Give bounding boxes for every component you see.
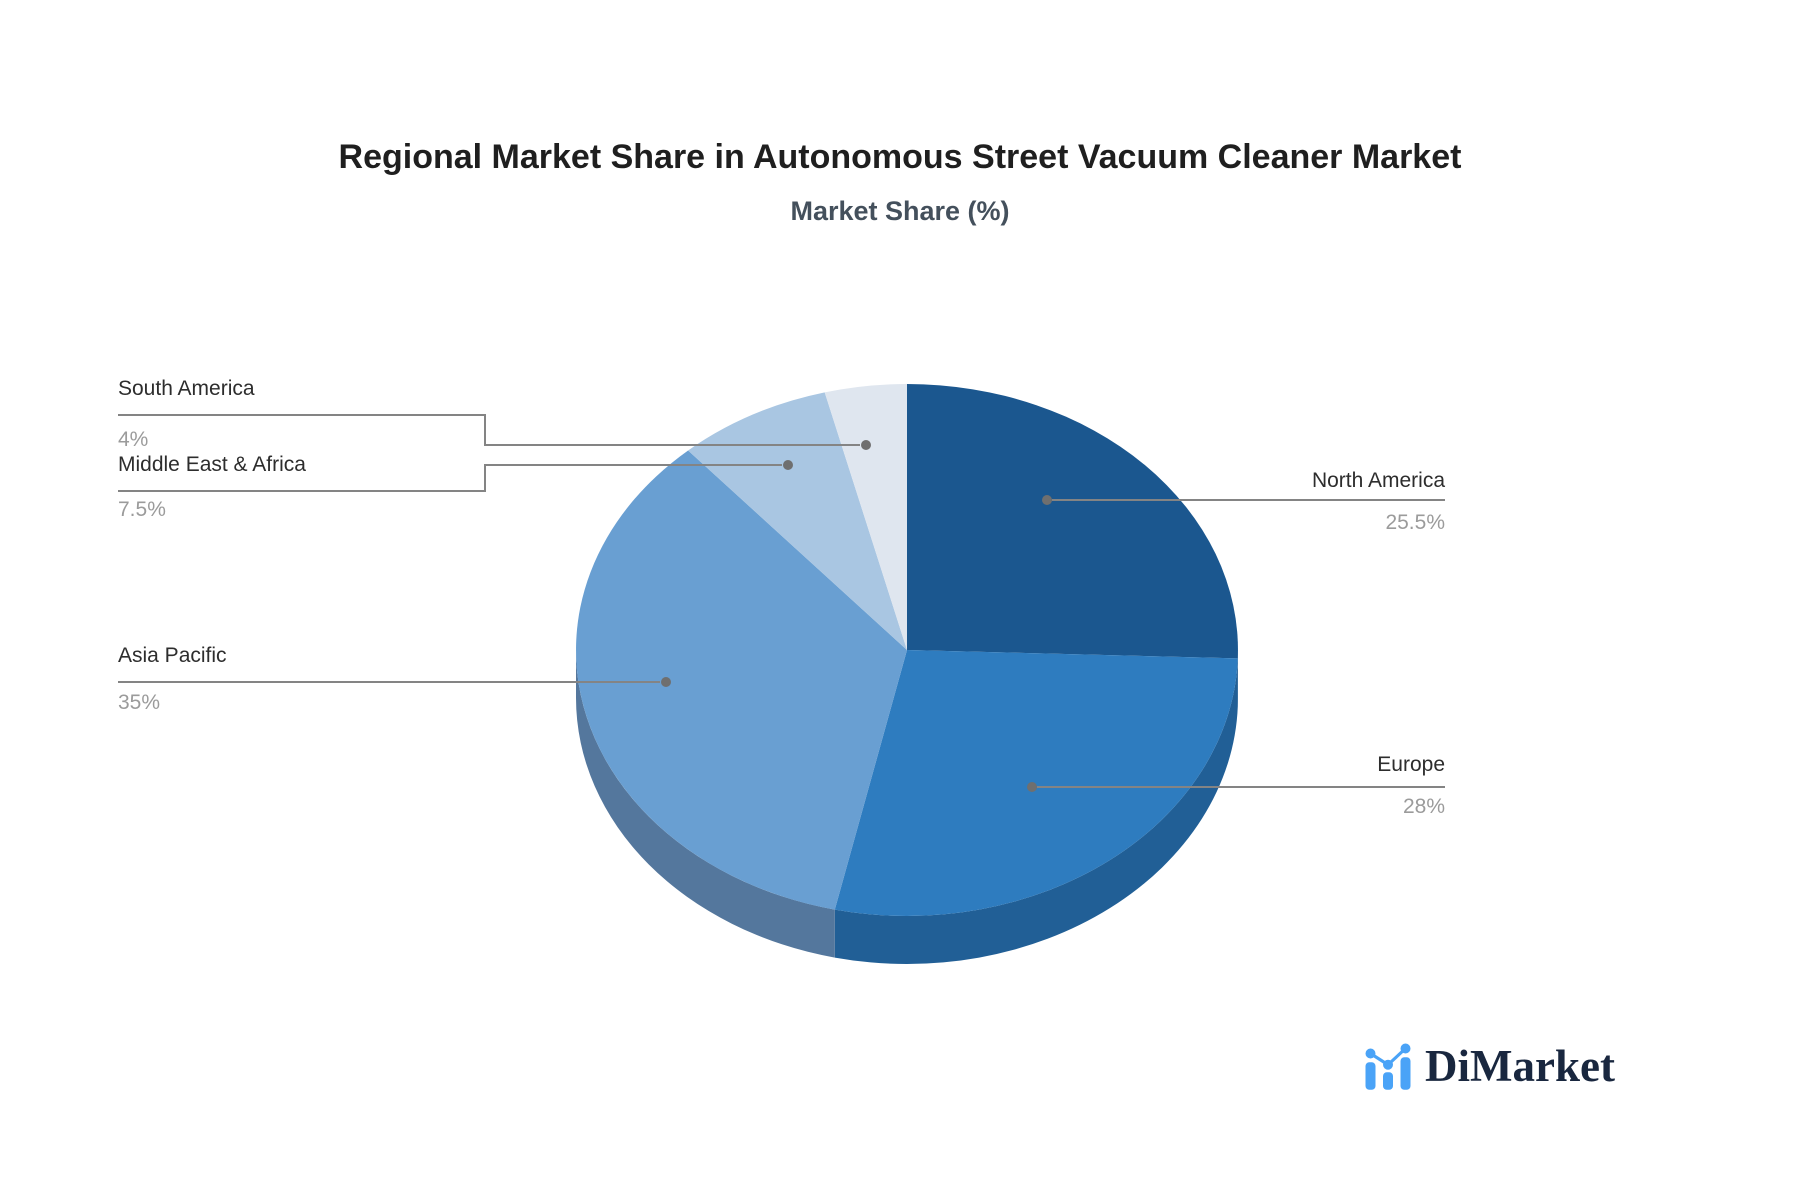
callout-label: North America xyxy=(1311,469,1445,492)
pie-slice-middle-east-africa[interactable] xyxy=(688,392,907,650)
pie-slice-south-america[interactable] xyxy=(824,384,907,650)
callout-anchor-dot-south-america xyxy=(861,440,871,450)
chart-title: Regional Market Share in Autonomous Stre… xyxy=(338,138,1462,176)
callout-percent: 35% xyxy=(118,691,161,714)
bar-chart-trend-icon xyxy=(1365,1043,1411,1090)
dimarket-logo: DiMarket xyxy=(1363,1041,1615,1091)
callout-percent: 25.5% xyxy=(1385,511,1445,534)
callout-asia-pacific: Asia Pacific 35% xyxy=(118,643,485,716)
callout-label: Europe xyxy=(1377,753,1445,776)
pie-slice-side-europe xyxy=(834,658,1238,964)
callout-connector-south-america xyxy=(118,414,860,446)
pie-slice-north-america[interactable] xyxy=(907,384,1238,659)
callout-anchor-dot-asia-pacific xyxy=(661,677,671,687)
pie-slice-asia-pacific[interactable] xyxy=(576,450,907,910)
callout-anchor-dot-north-america xyxy=(1042,495,1052,505)
callout-europe: Europe 28% xyxy=(1045,752,1445,820)
callout-percent: 4% xyxy=(118,428,149,451)
callout-label: Asia Pacific xyxy=(118,644,227,667)
callout-percent: 28% xyxy=(1402,795,1445,818)
callout-connector-middle-east-africa xyxy=(118,464,782,492)
pie-slice-side-asia-pacific xyxy=(576,650,835,958)
callout-label: South America xyxy=(118,377,255,400)
callout-south-america: South America 4% xyxy=(118,376,485,453)
callout-label: Middle East & Africa xyxy=(118,453,306,476)
callout-anchor-dot-middle-east-africa xyxy=(783,460,793,470)
callout-anchor-dot-europe xyxy=(1027,782,1037,792)
pie-slice-europe[interactable] xyxy=(834,650,1238,916)
logo-text: DiMarket xyxy=(1425,1041,1615,1091)
callout-percent: 7.5% xyxy=(118,498,166,521)
chart-subtitle: Market Share (%) xyxy=(790,196,1010,226)
callout-north-america: North America 25.5% xyxy=(1045,468,1445,536)
callout-middle-east-africa: Middle East & Africa 7.5% xyxy=(118,452,485,523)
